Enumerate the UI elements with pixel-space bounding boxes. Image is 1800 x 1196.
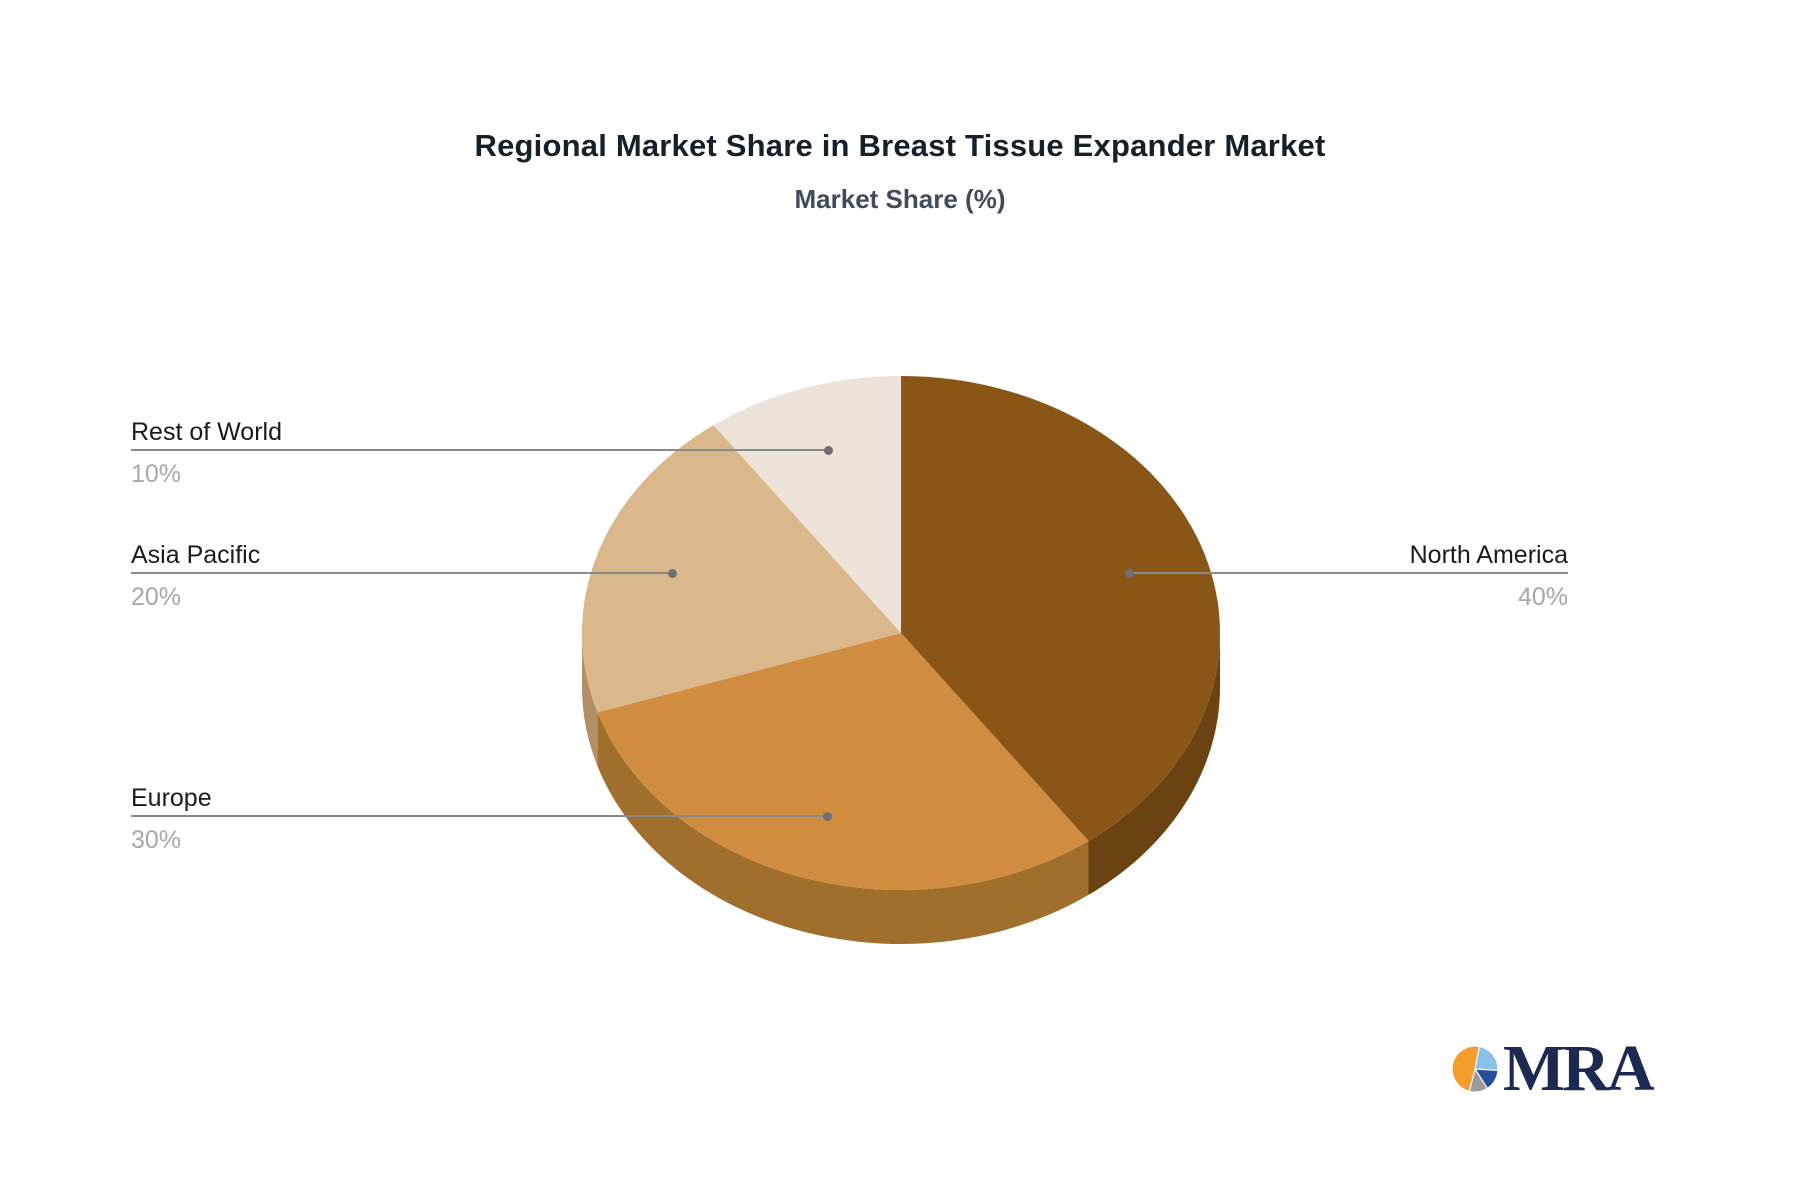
north-america-slice[interactable] bbox=[901, 376, 1220, 841]
logo-slice-orange bbox=[1451, 1045, 1481, 1093]
slice-label: North America bbox=[1409, 541, 1568, 569]
asia-pacific-slice[interactable] bbox=[582, 425, 901, 713]
page-title: Regional Market Share in Breast Tissue E… bbox=[474, 128, 1326, 163]
asia-pacific-slice-side bbox=[582, 633, 598, 767]
mra-logo-text: MRA bbox=[1503, 1032, 1655, 1105]
leader-line bbox=[131, 568, 677, 578]
north-america-slice-side bbox=[1088, 633, 1220, 895]
logo-slice-light-blue bbox=[1474, 1045, 1499, 1072]
slice-value: 40% bbox=[1517, 583, 1568, 611]
europe-slice-side bbox=[597, 712, 1089, 944]
callout-asia-pacific: Asia Pacific 20% bbox=[131, 540, 677, 612]
slice-value: 30% bbox=[131, 826, 182, 854]
leader-dot bbox=[823, 811, 832, 821]
slice-label: Europe bbox=[131, 784, 212, 812]
mra-logo: MRA bbox=[1449, 1032, 1655, 1105]
chart-subtitle: Market Share (%) bbox=[794, 184, 1006, 214]
callout-rest-of-world: Rest of World 10% bbox=[131, 417, 833, 489]
leader-dot bbox=[1125, 568, 1134, 578]
slice-value: 10% bbox=[131, 460, 182, 488]
leader-dot bbox=[668, 568, 677, 578]
leader-dot bbox=[824, 445, 833, 455]
leader-line bbox=[131, 445, 833, 455]
leader-line bbox=[1125, 568, 1568, 578]
slice-value: 20% bbox=[131, 583, 182, 611]
europe-slice[interactable] bbox=[597, 633, 1089, 890]
slice-label: Rest of World bbox=[131, 418, 282, 446]
leader-line bbox=[131, 811, 832, 821]
mra-logo-pie-icon bbox=[1451, 1045, 1499, 1093]
slice-label: Asia Pacific bbox=[131, 541, 261, 569]
callout-north-america: North America 40% bbox=[1125, 540, 1568, 612]
rest-of-world-slice[interactable] bbox=[713, 376, 901, 633]
callout-europe: Europe 30% bbox=[131, 783, 832, 855]
